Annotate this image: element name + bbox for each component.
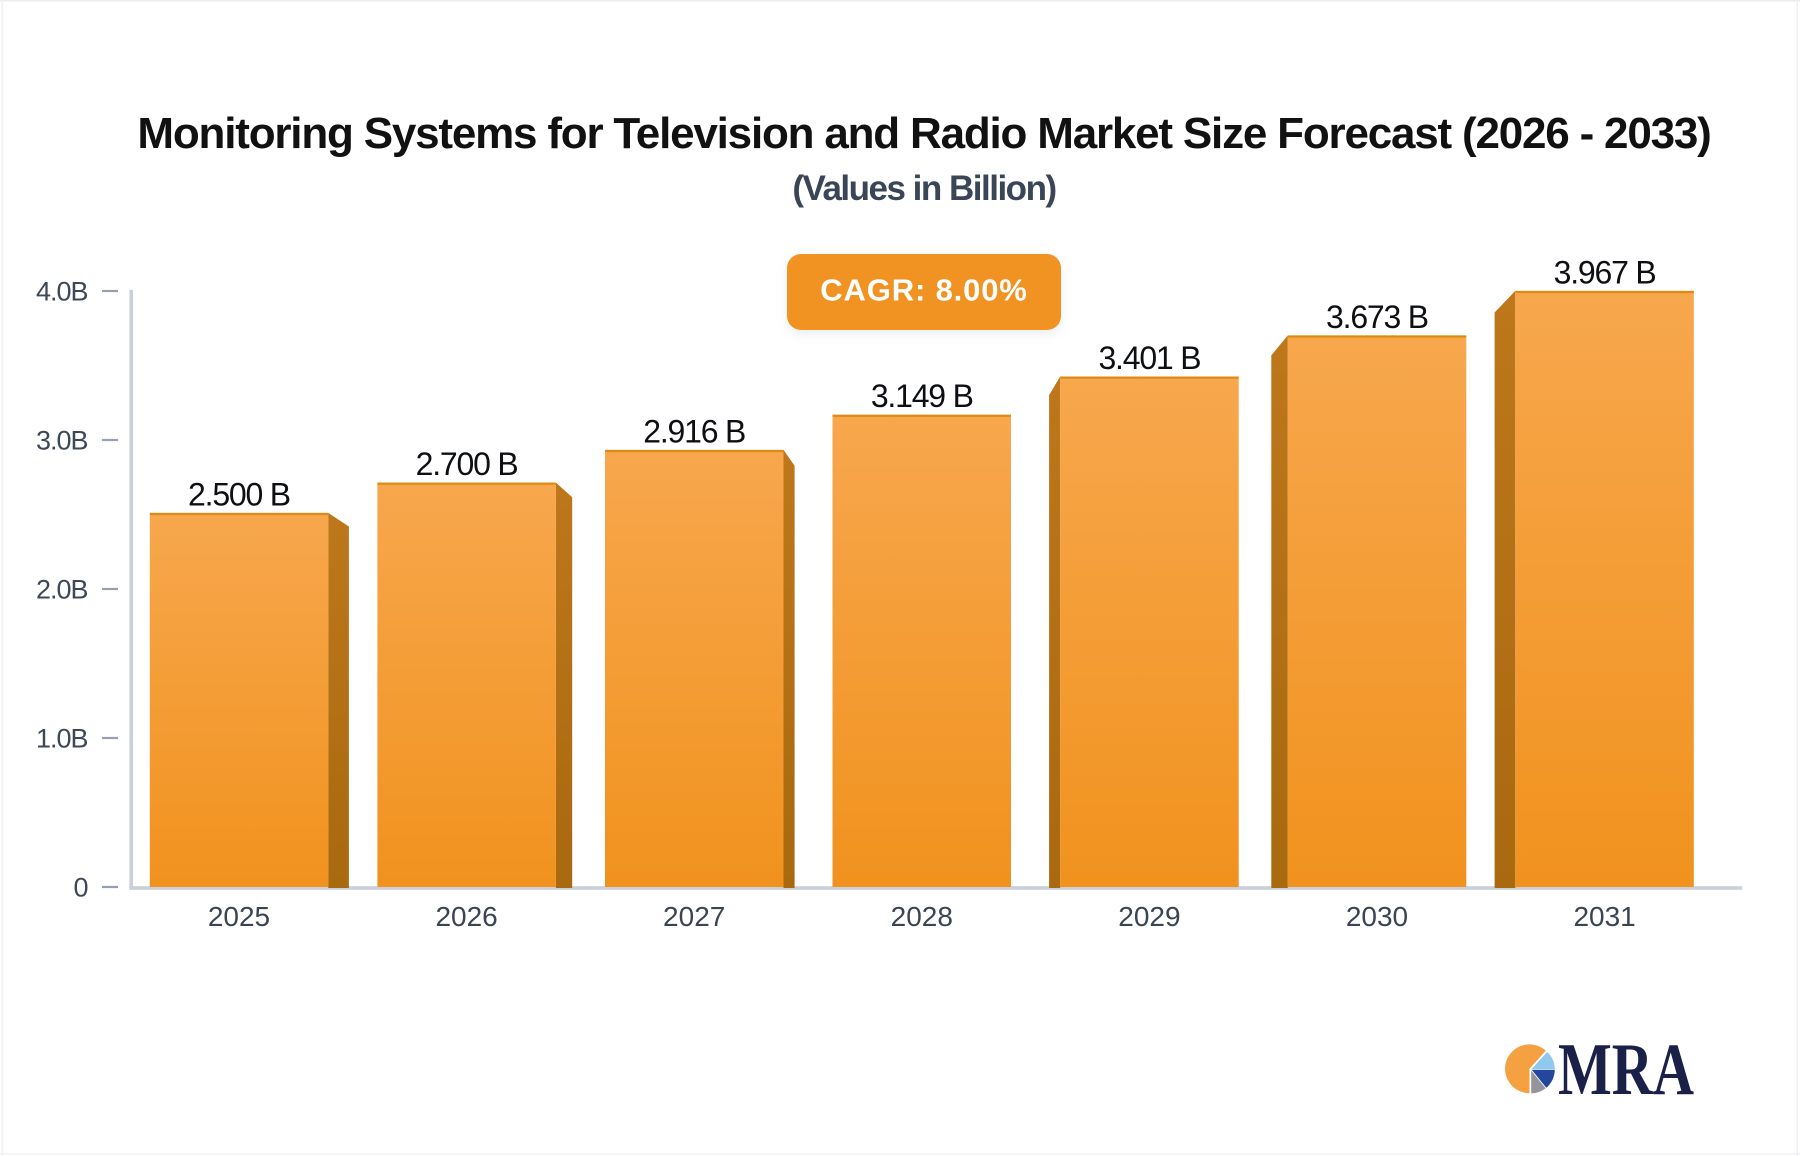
svg-text:2.500 B: 2.500 B: [188, 476, 290, 512]
svg-text:2025: 2025: [208, 901, 270, 932]
svg-text:2028: 2028: [891, 901, 953, 932]
svg-text:2031: 2031: [1573, 901, 1635, 932]
svg-text:3.149 B: 3.149 B: [871, 378, 973, 414]
svg-text:3.0B: 3.0B: [36, 425, 88, 455]
svg-text:Monitoring Systems for Televis: Monitoring Systems for Television and Ra…: [137, 109, 1710, 158]
svg-text:2030: 2030: [1346, 901, 1408, 932]
svg-text:2026: 2026: [435, 901, 497, 932]
svg-text:2.0B: 2.0B: [36, 574, 88, 604]
svg-text:3.401 B: 3.401 B: [1098, 340, 1200, 376]
svg-text:3.673 B: 3.673 B: [1326, 299, 1428, 335]
svg-text:2.700 B: 2.700 B: [416, 446, 518, 482]
svg-text:2029: 2029: [1118, 901, 1180, 932]
svg-text:(Values in Billion): (Values in Billion): [792, 169, 1055, 208]
svg-text:1.0B: 1.0B: [36, 723, 88, 753]
svg-text:CAGR: 8.00%: CAGR: 8.00%: [820, 273, 1027, 308]
svg-text:2.916 B: 2.916 B: [643, 413, 745, 449]
svg-text:4.0B: 4.0B: [36, 276, 88, 306]
svg-text:2027: 2027: [663, 901, 725, 932]
svg-text:MRA: MRA: [1558, 1029, 1694, 1111]
svg-text:3.967 B: 3.967 B: [1554, 254, 1656, 290]
svg-text:0: 0: [73, 872, 87, 902]
